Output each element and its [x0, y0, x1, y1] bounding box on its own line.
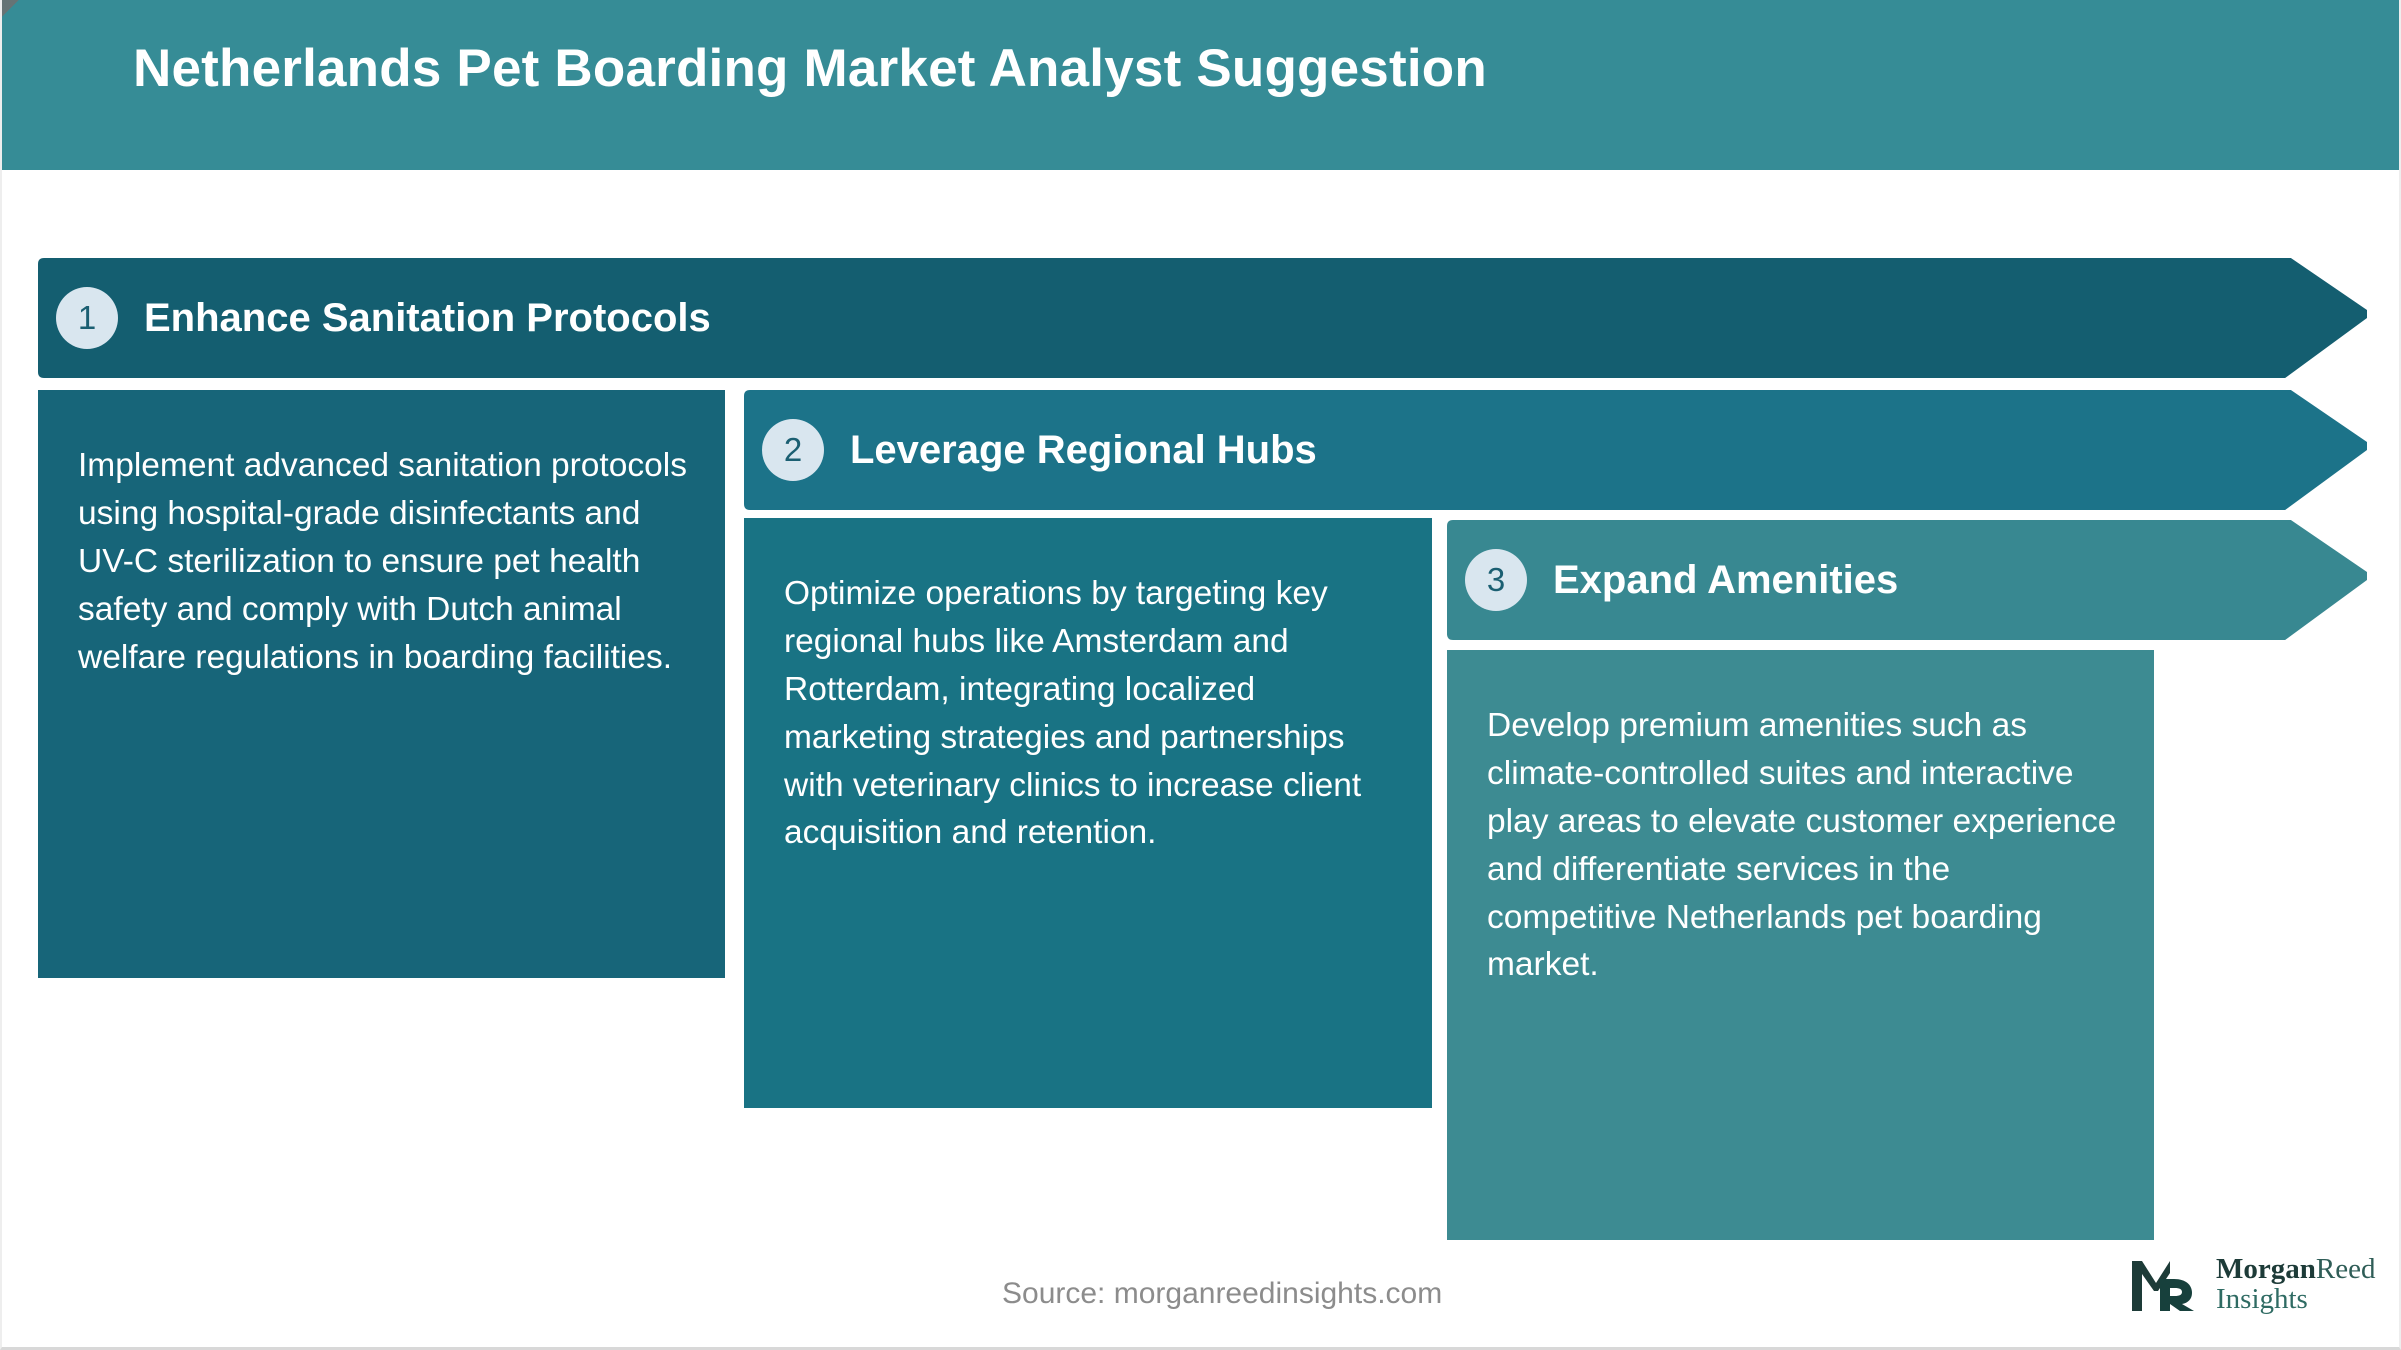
arrow-shape-3 [1447, 520, 2367, 640]
step-body-3: Develop premium amenities such as climat… [1487, 707, 2117, 984]
step-content-box-1: Implement advanced sanitation protocols … [38, 390, 725, 978]
logo-name-light: Reed [2315, 1253, 2376, 1285]
step-arrow-3[interactable]: 3 Expand Amenities [1447, 520, 2367, 640]
page-title: Netherlands Pet Boarding Market Analyst … [133, 39, 1487, 98]
step-content-box-3: Develop premium amenities such as climat… [1447, 650, 2154, 1240]
logo-name-line: MorganReed [2216, 1253, 2376, 1285]
source-attribution: Source: morganreedinsights.com [1002, 1277, 1443, 1310]
step-arrow-2[interactable]: 2 Leverage Regional Hubs [744, 390, 2367, 510]
step-body-1: Implement advanced sanitation protocols … [78, 447, 687, 676]
header-bar: Netherlands Pet Boarding Market Analyst … [2, 0, 2399, 170]
arrow-shape-2 [744, 390, 2367, 510]
step-body-2: Optimize operations by targeting key reg… [784, 575, 1362, 852]
brand-logo[interactable]: MorganReed Insights [2130, 1253, 2376, 1315]
logo-name-bold: Morgan [2216, 1253, 2316, 1285]
arrow-shape-1 [38, 258, 2367, 378]
corner-fold-decoration [2, 0, 19, 17]
logo-wordmark: MorganReed Insights [2216, 1253, 2376, 1315]
logo-subtitle: Insights [2216, 1282, 2308, 1315]
step-content-box-2: Optimize operations by targeting key reg… [744, 518, 1432, 1108]
step-arrow-1[interactable]: 1 Enhance Sanitation Protocols [38, 258, 2367, 378]
mr-monogram-icon [2132, 1260, 2194, 1311]
